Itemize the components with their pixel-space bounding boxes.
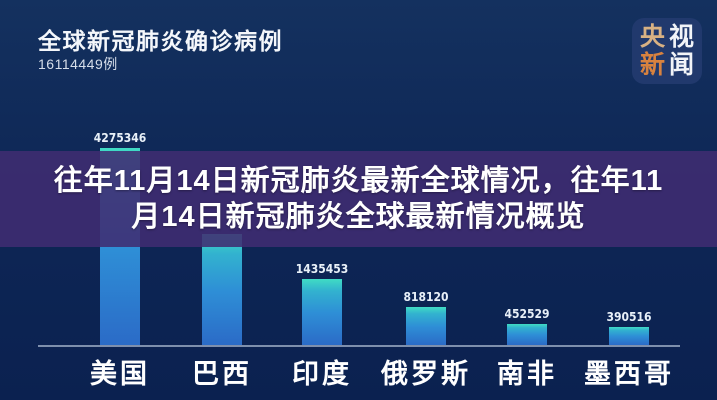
x-label-india: 印度 [292,359,352,389]
x-label-russia: 俄罗斯 [381,359,471,389]
bar-value-mexico: 390516 [606,310,652,324]
bar-russia [406,307,446,345]
bar-value-south-africa: 452529 [504,307,550,321]
total-cases-count: 16114449例 [38,56,118,72]
bar-south-africa [507,324,547,345]
headline-line-2: 月14日新冠肺炎全球最新情况概览 [131,201,586,233]
x-label-brazil: 巴西 [192,359,252,389]
bar-mexico [609,327,649,345]
bar-value-usa: 4275346 [93,131,147,145]
bar-brazil [202,234,242,345]
x-axis-line [38,345,680,347]
cctv-news-logo: 央 视 新 闻 [632,18,702,84]
logo-char-0: 央 [639,22,665,51]
page-title: 全球新冠肺炎确诊病例 [38,28,283,54]
x-label-mexico: 墨西哥 [584,359,674,389]
bar-value-india: 1435453 [295,262,349,276]
headline-line-1: 往年11月14日新冠肺炎最新全球情况，往年11 [53,165,664,197]
logo-char-2: 新 [639,50,665,79]
x-label-usa: 美国 [90,359,150,389]
headline-banner: 往年11月14日新冠肺炎最新全球情况，往年11 月14日新冠肺炎全球最新情况概览 [0,151,717,247]
logo-char-1: 视 [668,22,694,51]
logo-char-3: 闻 [668,50,694,79]
bar-value-russia: 818120 [403,290,449,304]
x-label-south-africa: 南非 [497,359,557,389]
bar-india [302,279,342,345]
